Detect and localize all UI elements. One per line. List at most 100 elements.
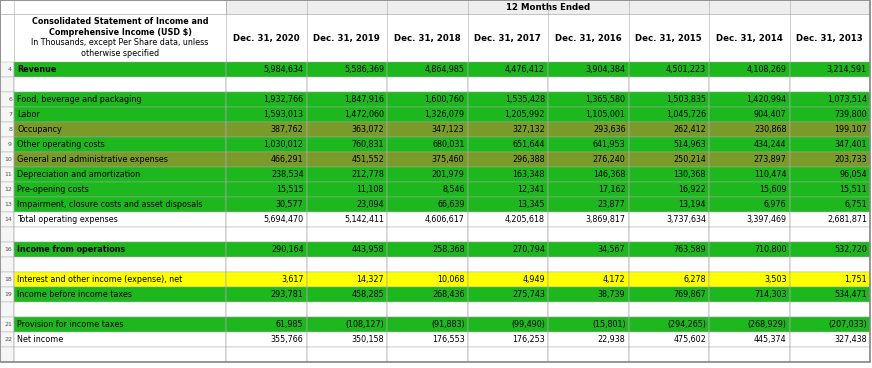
Bar (548, 302, 629, 317)
Bar (548, 272, 629, 287)
Text: 230,868: 230,868 (754, 125, 787, 134)
Bar (226, 182, 306, 197)
Text: 163,348: 163,348 (513, 170, 545, 179)
Bar (14, 107, 226, 122)
Bar (387, 212, 467, 227)
Text: 34,567: 34,567 (598, 245, 625, 254)
Text: 293,636: 293,636 (593, 125, 625, 134)
Text: 363,072: 363,072 (351, 125, 384, 134)
Text: 293,781: 293,781 (270, 290, 303, 299)
Bar (709, 182, 789, 197)
Bar (709, 272, 789, 287)
Text: 250,214: 250,214 (673, 155, 706, 164)
Bar (387, 182, 467, 197)
Text: 13: 13 (4, 202, 12, 207)
Bar (226, 272, 306, 287)
Bar (226, 92, 306, 107)
Bar (467, 122, 548, 137)
Bar (0, 347, 14, 362)
Bar (789, 302, 870, 317)
Text: 710,800: 710,800 (754, 245, 787, 254)
Text: 203,733: 203,733 (835, 155, 867, 164)
Text: 739,800: 739,800 (835, 110, 867, 119)
Text: 680,031: 680,031 (433, 140, 465, 149)
Text: 347,123: 347,123 (432, 125, 465, 134)
Bar (14, 242, 226, 257)
Bar (0, 317, 14, 332)
Text: 3,737,634: 3,737,634 (666, 215, 706, 224)
Text: 5,142,411: 5,142,411 (344, 215, 384, 224)
Bar (629, 92, 709, 107)
Bar (387, 197, 467, 212)
Text: 61,985: 61,985 (276, 320, 303, 329)
Bar (0, 197, 14, 212)
Text: Pre-opening costs: Pre-opening costs (17, 185, 89, 194)
Bar (14, 287, 226, 302)
Bar (789, 347, 870, 362)
Bar (629, 347, 709, 362)
Bar (789, 197, 870, 212)
Bar (387, 107, 467, 122)
Text: 6,751: 6,751 (844, 200, 867, 209)
Bar (709, 242, 789, 257)
Text: 1,472,060: 1,472,060 (344, 110, 384, 119)
Bar (629, 212, 709, 227)
Bar (14, 272, 226, 287)
Text: In Thousands, except Per Share data, unless: In Thousands, except Per Share data, unl… (31, 38, 208, 47)
Bar (709, 302, 789, 317)
Text: 8: 8 (8, 127, 12, 132)
Bar (0, 137, 14, 152)
Text: Consolidated Statement of Income and: Consolidated Statement of Income and (31, 17, 208, 26)
Bar (14, 302, 226, 317)
Bar (709, 257, 789, 272)
Text: 4,108,269: 4,108,269 (746, 65, 787, 74)
Bar (789, 257, 870, 272)
Bar (0, 122, 14, 137)
Text: 1,045,726: 1,045,726 (666, 110, 706, 119)
Bar (0, 302, 14, 317)
Text: 1,535,428: 1,535,428 (505, 95, 545, 104)
Text: 10: 10 (4, 157, 12, 162)
Text: Revenue: Revenue (17, 65, 57, 74)
Text: (268,929): (268,929) (747, 320, 787, 329)
Text: 268,436: 268,436 (432, 290, 465, 299)
Text: 475,602: 475,602 (673, 335, 706, 344)
Text: 3,617: 3,617 (281, 275, 303, 284)
Text: 451,552: 451,552 (351, 155, 384, 164)
Bar (709, 332, 789, 347)
Bar (467, 167, 548, 182)
Bar (548, 122, 629, 137)
Bar (387, 317, 467, 332)
Text: 1,593,013: 1,593,013 (263, 110, 303, 119)
Bar (306, 332, 387, 347)
Bar (0, 272, 14, 287)
Bar (387, 347, 467, 362)
Text: 110,474: 110,474 (754, 170, 787, 179)
Text: 212,778: 212,778 (351, 170, 384, 179)
Text: 238,534: 238,534 (271, 170, 303, 179)
Text: Occupancy: Occupancy (17, 125, 62, 134)
Text: 14,327: 14,327 (357, 275, 384, 284)
Bar (467, 347, 548, 362)
Text: 3,904,384: 3,904,384 (586, 65, 625, 74)
Bar (387, 77, 467, 92)
Text: Dec. 31, 2019: Dec. 31, 2019 (313, 33, 380, 42)
Bar (709, 122, 789, 137)
Text: Food, beverage and packaging: Food, beverage and packaging (17, 95, 141, 104)
Bar (467, 257, 548, 272)
Text: Depreciation and amortization: Depreciation and amortization (17, 170, 140, 179)
Bar (709, 347, 789, 362)
Text: 3,214,591: 3,214,591 (827, 65, 867, 74)
Text: 13,194: 13,194 (678, 200, 706, 209)
Text: 16: 16 (4, 247, 12, 252)
Text: Labor: Labor (17, 110, 40, 119)
Bar (14, 62, 226, 77)
Text: Comprehensive Income (USD $): Comprehensive Income (USD $) (49, 28, 192, 37)
Text: 350,158: 350,158 (351, 335, 384, 344)
Bar (548, 107, 629, 122)
Bar (548, 152, 629, 167)
Bar (629, 332, 709, 347)
Bar (709, 62, 789, 77)
Bar (226, 242, 306, 257)
Text: 23,094: 23,094 (357, 200, 384, 209)
